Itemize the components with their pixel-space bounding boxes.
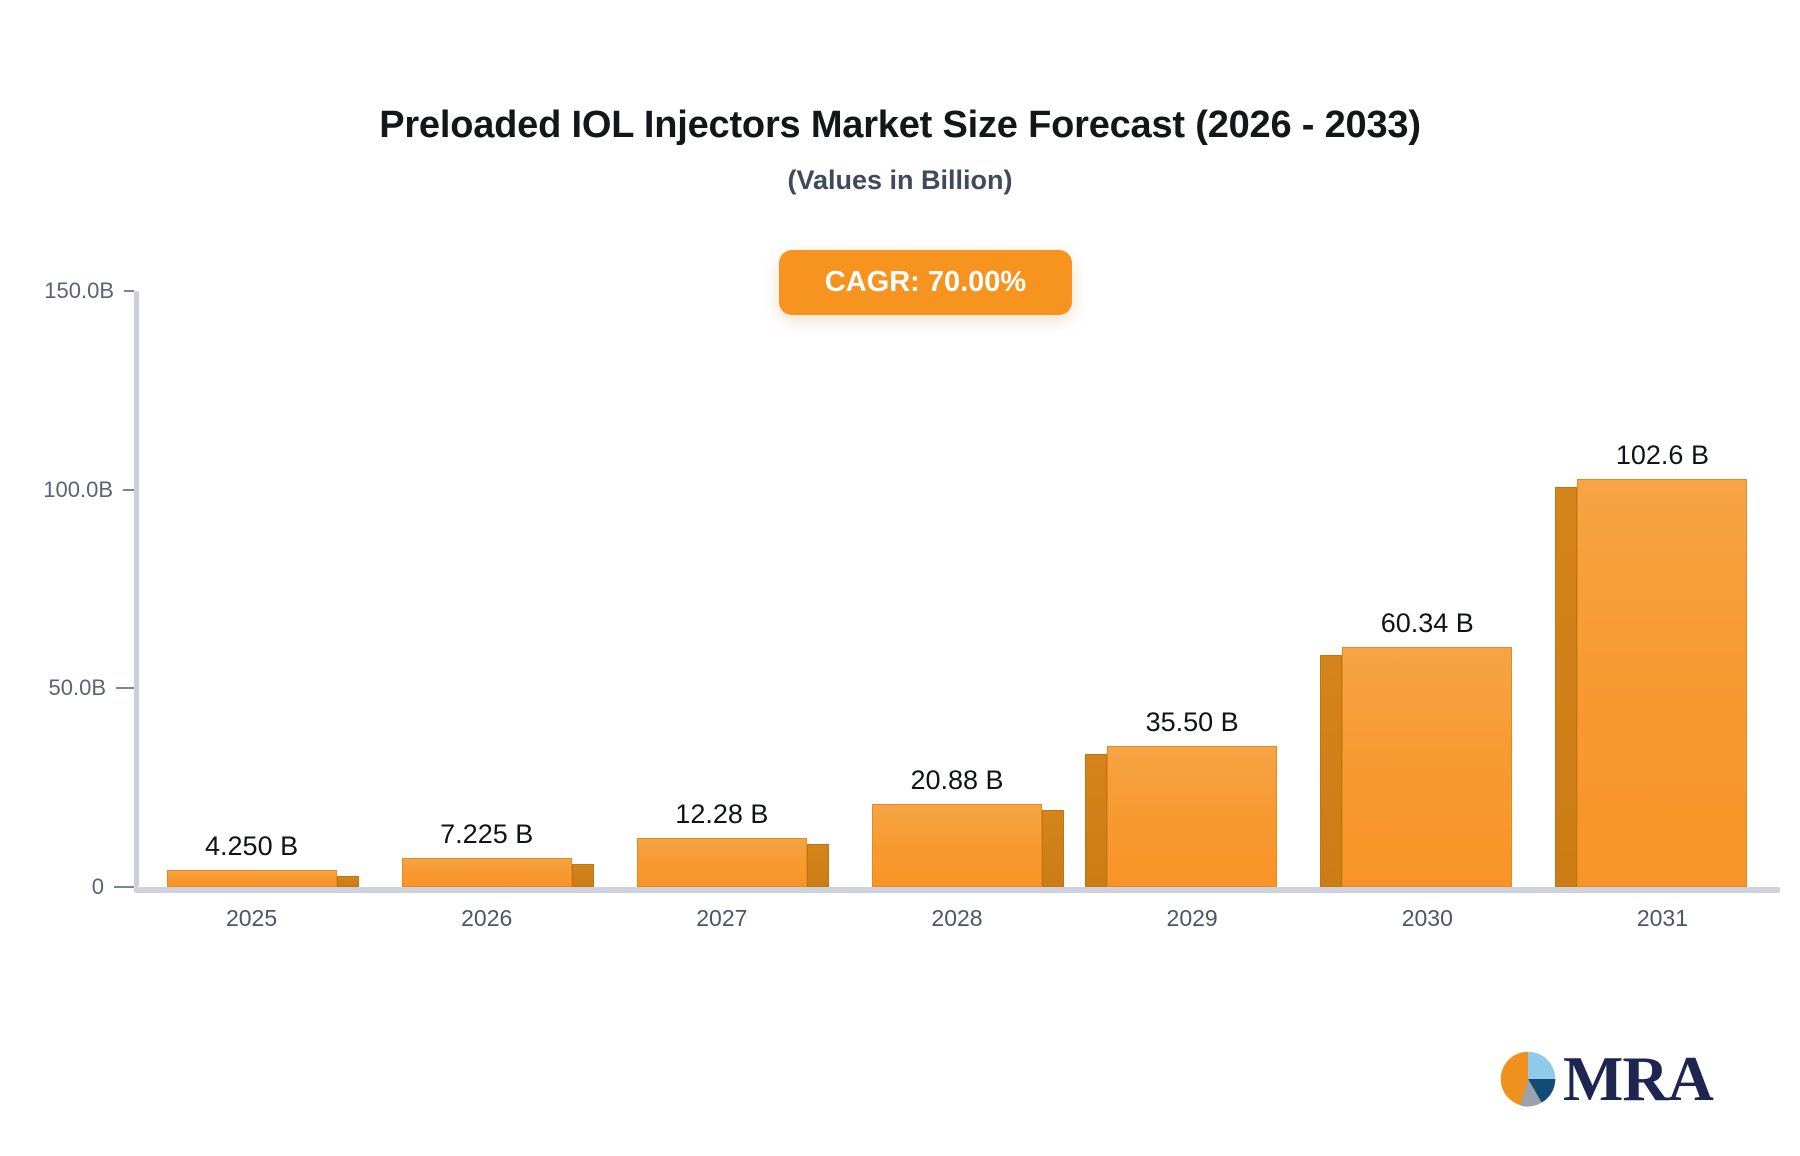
bar-face	[166, 870, 337, 887]
bar-face	[1342, 647, 1513, 887]
y-axis-tick-label: 100.0B	[43, 476, 113, 502]
bar[interactable]: 4.250 B	[166, 831, 359, 887]
bar-value-label: 20.88 B	[910, 765, 1004, 796]
bar[interactable]: 60.34 B	[1320, 608, 1513, 887]
bar-value-label: 12.28 B	[675, 799, 769, 830]
bar[interactable]: 20.88 B	[872, 765, 1064, 887]
cagr-badge: CAGR: 70.00%	[779, 250, 1072, 315]
x-axis-tick-label: 2027	[696, 905, 748, 931]
y-axis-tick-label: 50.0B	[48, 675, 107, 701]
bar-value-label: 4.250 B	[205, 831, 299, 862]
y-axis-line	[134, 291, 139, 887]
bar-face	[872, 804, 1042, 887]
y-axis-tick: 50.0B	[48, 675, 134, 701]
bar-value-label: 102.6 B	[1615, 440, 1709, 471]
y-axis-tick: 0	[92, 874, 134, 900]
bar-3d-side	[1042, 810, 1064, 887]
bar-value-label: 60.34 B	[1380, 608, 1474, 639]
mra-logo: MRA	[1497, 1032, 1714, 1126]
bar[interactable]: 12.28 B	[636, 799, 829, 887]
page-title: Preloaded IOL Injectors Market Size Fore…	[379, 104, 1421, 146]
bar[interactable]: 102.6 B	[1555, 440, 1748, 887]
bar-face	[401, 858, 572, 887]
bar-face	[1577, 479, 1748, 887]
bar-3d-side	[336, 876, 359, 887]
bar-3d-side	[806, 844, 829, 887]
y-axis-tick-mark	[116, 687, 134, 690]
bar-face	[1107, 745, 1278, 887]
x-axis-tick-label: 2031	[1636, 905, 1689, 931]
bar-value-label: 7.225 B	[440, 819, 534, 850]
bar-3d-side	[1555, 487, 1578, 887]
x-axis-tick-label: 2028	[931, 905, 983, 931]
x-axis-tick-label: 2030	[1401, 905, 1453, 931]
y-axis-tick-mark	[123, 488, 134, 491]
logo-wordmark: MRA	[1563, 1043, 1714, 1114]
y-axis-tick-mark	[124, 290, 134, 292]
bar-3d-side	[1085, 753, 1108, 887]
x-axis-tick-label: 2026	[461, 905, 513, 931]
bar-value-label: 35.50 B	[1145, 706, 1239, 737]
pie-chart-icon	[1500, 1051, 1556, 1107]
y-axis-tick: 100.0B	[43, 477, 134, 503]
x-axis-line	[134, 887, 1780, 893]
y-axis-tick-mark	[114, 886, 134, 888]
bar[interactable]: 35.50 B	[1085, 707, 1278, 887]
x-axis-tick-label: 2029	[1166, 905, 1218, 931]
cagr-badge-label: CAGR: 70.00%	[824, 266, 1027, 298]
plot-area: 150.0B 100.0B 50.0B 0 4.250 B 7.225 B 12.28 B…	[43, 278, 1780, 931]
y-axis-tick: 150.0B	[44, 278, 134, 304]
bar-face	[636, 838, 807, 887]
y-axis-tick-label: 150.0B	[44, 278, 114, 303]
y-axis-tick-label: 0	[91, 874, 104, 899]
bar-3d-side	[571, 864, 594, 887]
x-axis-tick-label: 2025	[225, 905, 278, 931]
bar-3d-side	[1320, 655, 1343, 887]
bar[interactable]: 7.225 B	[401, 819, 594, 887]
chart-subtitle: (Values in Billion)	[787, 165, 1013, 195]
